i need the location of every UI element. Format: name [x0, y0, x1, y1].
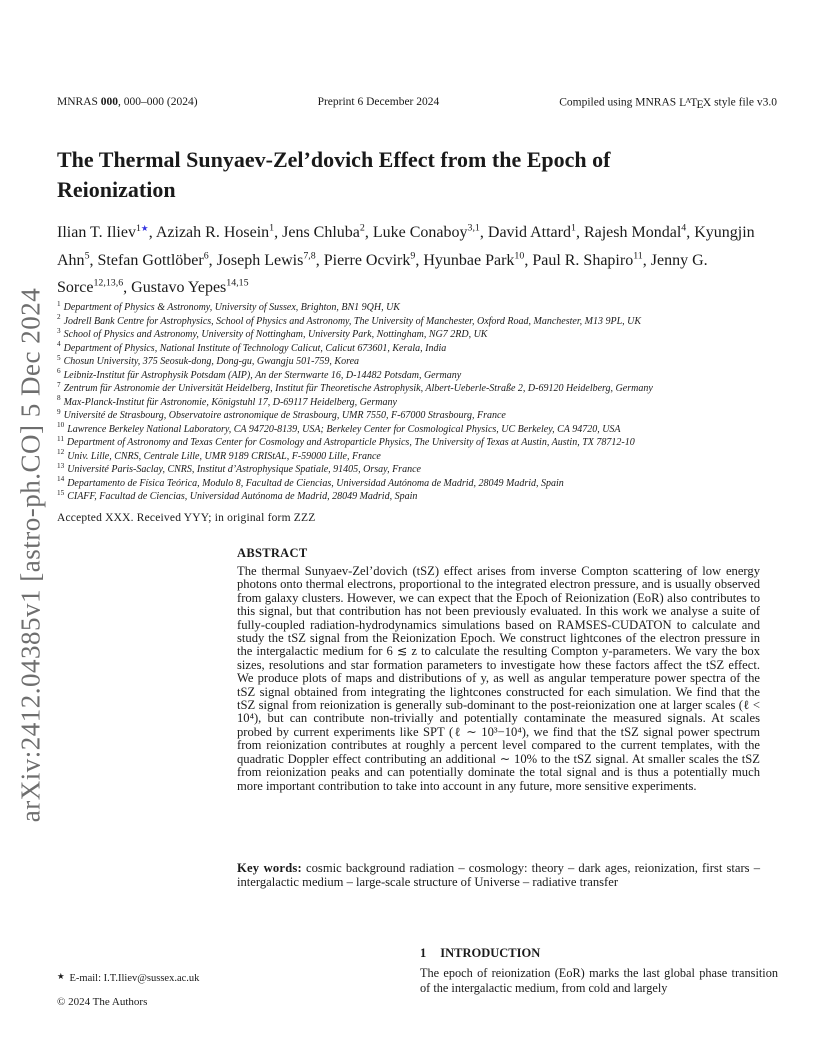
affiliation-line: 2 Jodrell Bank Centre for Astrophysics, S…	[57, 313, 642, 327]
keywords-label: Key words:	[237, 861, 302, 875]
affiliation-line: 10 Lawrence Berkeley National Laboratory,…	[57, 421, 621, 435]
accepted-line: Accepted XXX. Received YYY; in original …	[57, 512, 316, 524]
affiliation-number: 8	[57, 394, 61, 403]
affiliation-number: 2	[57, 313, 61, 322]
affiliation-line: 8 Max-Planck-Institut für Astronomie, Kön…	[57, 394, 397, 408]
running-header: MNRAS 000, 000–000 (2024) Preprint 6 Dec…	[57, 96, 777, 111]
email-footnote: ★ E-mail: I.T.Iliev@sussex.ac.uk	[57, 971, 387, 984]
affiliation-line: 5 Chosun University, 375 Seosuk-dong, Don…	[57, 353, 360, 367]
copyright-line: © 2024 The Authors	[57, 996, 148, 1008]
section-1-text: The epoch of reionization (EoR) marks th…	[420, 966, 778, 996]
author-affil-sup: 12,13,6	[93, 277, 124, 289]
affiliation-line: 4 Department of Physics, National Institu…	[57, 340, 447, 354]
affiliation-number: 12	[57, 448, 65, 457]
affiliation-number: 10	[57, 421, 65, 430]
affiliation-line: 13 Université Paris-Saclay, CNRS, Institu…	[57, 461, 421, 475]
author-name: Rajesh Mondal4	[583, 222, 687, 241]
footnote-text: E-mail: I.T.Iliev@sussex.ac.uk	[69, 973, 200, 985]
author-affil-sup: 11	[633, 250, 643, 262]
author-affil-sup: 1	[570, 222, 576, 234]
affiliation-line: 12 Univ. Lille, CNRS, Centrale Lille, UMR…	[57, 448, 381, 462]
author-name: Azizah R. Hosein1	[155, 222, 275, 241]
author-affil-sup: 6	[203, 250, 209, 262]
author-affil-sup: 14,15	[226, 277, 249, 289]
affiliation-number: 5	[57, 353, 61, 362]
arxiv-watermark: arXiv:2412.04385v1 [astro-ph.CO] 5 Dec 2…	[15, 287, 46, 823]
author-list: Ilian T. Iliev1★, Azizah R. Hosein1, Jen…	[57, 222, 755, 297]
section-number: 1	[420, 946, 427, 960]
author-affil-sup: 7,8	[303, 250, 316, 262]
author-name: Joseph Lewis7,8	[216, 250, 316, 269]
author-name: Paul R. Shapiro11	[532, 250, 643, 269]
compiled-note: Compiled using MNRAS LATEX style file v3…	[559, 96, 777, 111]
affiliation-number: 4	[57, 340, 61, 349]
journal-ref: MNRAS 000, 000–000 (2024)	[57, 96, 198, 108]
author-affil-sup: 2	[359, 222, 365, 234]
preprint-date: Preprint 6 December 2024	[317, 96, 440, 108]
paper-title: The Thermal Sunyaev-Zel’dovich Effect fr…	[57, 147, 611, 202]
affiliation-line: 14 Departamento de Física Teórica, Modulo…	[57, 475, 564, 489]
affiliation-line: 15 CIAFF, Facultad de Ciencias, Universid…	[57, 488, 418, 502]
affiliation-number: 14	[57, 475, 65, 484]
affiliation-number: 7	[57, 380, 61, 389]
affiliation-number: 13	[57, 461, 65, 470]
author-name: Stefan Gottlöber6	[97, 250, 209, 269]
author-affil-sup: 5	[84, 250, 90, 262]
author-name: Kyungjin Ahn5	[57, 224, 755, 269]
author-name: Hyunbae Park10	[423, 250, 525, 269]
footnote-star-icon: ★	[57, 972, 65, 981]
affiliation-line: 1 Department of Physics & Astronomy, Univ…	[57, 299, 400, 313]
author-affil-sup: 9	[410, 250, 416, 262]
affiliation-list: 1 Department of Physics & Astronomy, Univ…	[57, 299, 816, 504]
affiliation-line: 9 Université de Strasbourg, Observatoire …	[57, 407, 506, 421]
author-name: Luke Conaboy3,1	[372, 222, 480, 241]
section-title: INTRODUCTION	[440, 946, 541, 960]
latex-logo: LATEX	[679, 96, 712, 111]
affiliation-line: 7 Zentrum für Astronomie der Universität …	[57, 380, 653, 394]
section-1-heading: 1 INTRODUCTION	[420, 946, 777, 961]
abstract-text: The thermal Sunyaev-Zel’dovich (tSZ) eff…	[237, 564, 760, 793]
affiliation-number: 15	[57, 488, 65, 497]
affiliation-number: 6	[57, 367, 61, 376]
author-affil-sup: 10	[514, 250, 525, 262]
author-affil-sup: 3,1	[467, 222, 480, 234]
author-affil-sup: 1	[269, 222, 275, 234]
affiliation-line: 3 School of Physics and Astronomy, Univer…	[57, 326, 488, 340]
affiliation-number: 9	[57, 407, 61, 416]
keywords-block: Key words: cosmic background radiation –…	[237, 861, 760, 889]
author-name: Jenny G. Sorce12,13,6	[57, 251, 708, 297]
affiliation-line: 6 Leibniz-Institut für Astrophysik Potsda…	[57, 367, 462, 381]
abstract-heading: ABSTRACT	[237, 546, 308, 560]
author-name: David Attard1	[487, 222, 576, 241]
author-affil-sup: 4	[681, 222, 687, 234]
author-name: Jens Chluba2	[282, 222, 365, 241]
affiliation-number: 1	[57, 299, 61, 308]
keywords-text: cosmic background radiation – cosmology:…	[237, 861, 760, 889]
abstract-block: ABSTRACT The thermal Sunyaev-Zel’dovich …	[237, 546, 760, 793]
author-name: Ilian T. Iliev1★	[57, 222, 149, 241]
author-name: Pierre Ocvirk9	[323, 250, 416, 269]
author-affil-sup: 1★	[135, 222, 149, 234]
author-name: Gustavo Yepes14,15	[131, 277, 249, 296]
affiliation-line: 11 Department of Astronomy and Texas Cent…	[57, 434, 635, 448]
affiliation-number: 3	[57, 326, 61, 335]
corresponding-author-star-icon[interactable]: ★	[140, 222, 149, 233]
affiliation-number: 11	[57, 434, 64, 443]
